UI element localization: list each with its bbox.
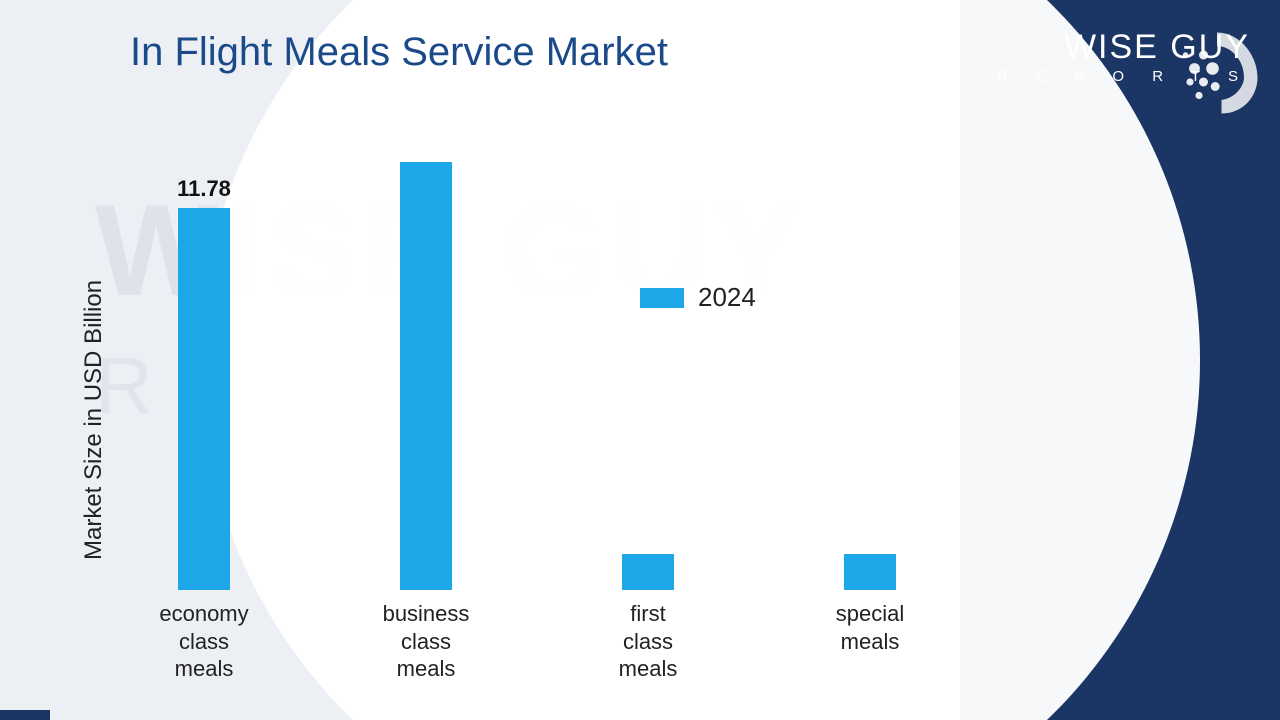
brand-name: WISE GUY (997, 30, 1250, 64)
plot-area: 11.78 (130, 120, 950, 590)
legend-swatch (640, 288, 684, 308)
bar-value-label: 11.78 (144, 176, 264, 202)
brand-logo: WISE GUY R E P O R T S (997, 30, 1250, 85)
x-axis-label: economyclassmeals (124, 600, 284, 683)
bar-first-class-meals (622, 554, 674, 590)
chart-title: In Flight Meals Service Market (130, 30, 668, 75)
bar-economy-class-meals (178, 208, 230, 590)
y-axis-label: Market Size in USD Billion (80, 280, 108, 560)
bar-business-class-meals (400, 162, 452, 590)
x-axis-label: businessclassmeals (346, 600, 506, 683)
x-axis-label: firstclassmeals (568, 600, 728, 683)
bar-special-meals (844, 554, 896, 590)
chart-legend: 2024 (640, 282, 756, 313)
page-root: WISE GUY R E P O R T S WISE GUY R E P O … (0, 0, 1280, 720)
brand-subtitle: R E P O R T S (997, 68, 1250, 85)
bar-chart: 11.78 (130, 120, 950, 590)
decorative-bottom-bar (0, 710, 50, 720)
legend-label: 2024 (698, 282, 756, 313)
x-axis-label: specialmeals (790, 600, 950, 655)
